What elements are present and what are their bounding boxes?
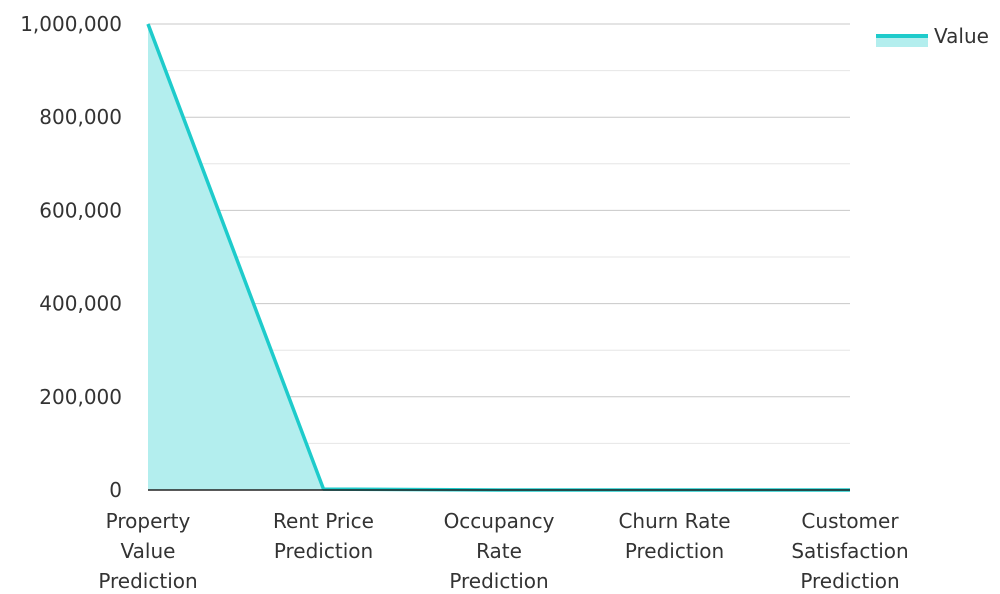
legend-swatch-fill [876, 36, 928, 47]
x-category-label: Churn Rate Prediction [618, 509, 730, 563]
x-category-label: Occupancy Rate Prediction [444, 509, 555, 593]
x-category-label: Customer Satisfaction Prediction [791, 509, 908, 593]
y-tick-label: 0 [109, 478, 122, 502]
legend-label: Value [934, 24, 989, 48]
x-category-label: Property Value Prediction [98, 509, 197, 593]
y-tick-label: 200,000 [39, 385, 122, 409]
series-area-fill [148, 24, 850, 490]
y-tick-label: 1,000,000 [20, 12, 122, 36]
y-tick-label: 800,000 [39, 105, 122, 129]
x-category-label: Rent Price Prediction [273, 509, 374, 563]
y-tick-label: 600,000 [39, 198, 122, 222]
legend: Value [876, 24, 989, 48]
axis-layer: 0 200,000 400,000 600,000 800,000 1,000,000 Pr… [20, 12, 908, 593]
y-tick-label: 400,000 [39, 292, 122, 316]
